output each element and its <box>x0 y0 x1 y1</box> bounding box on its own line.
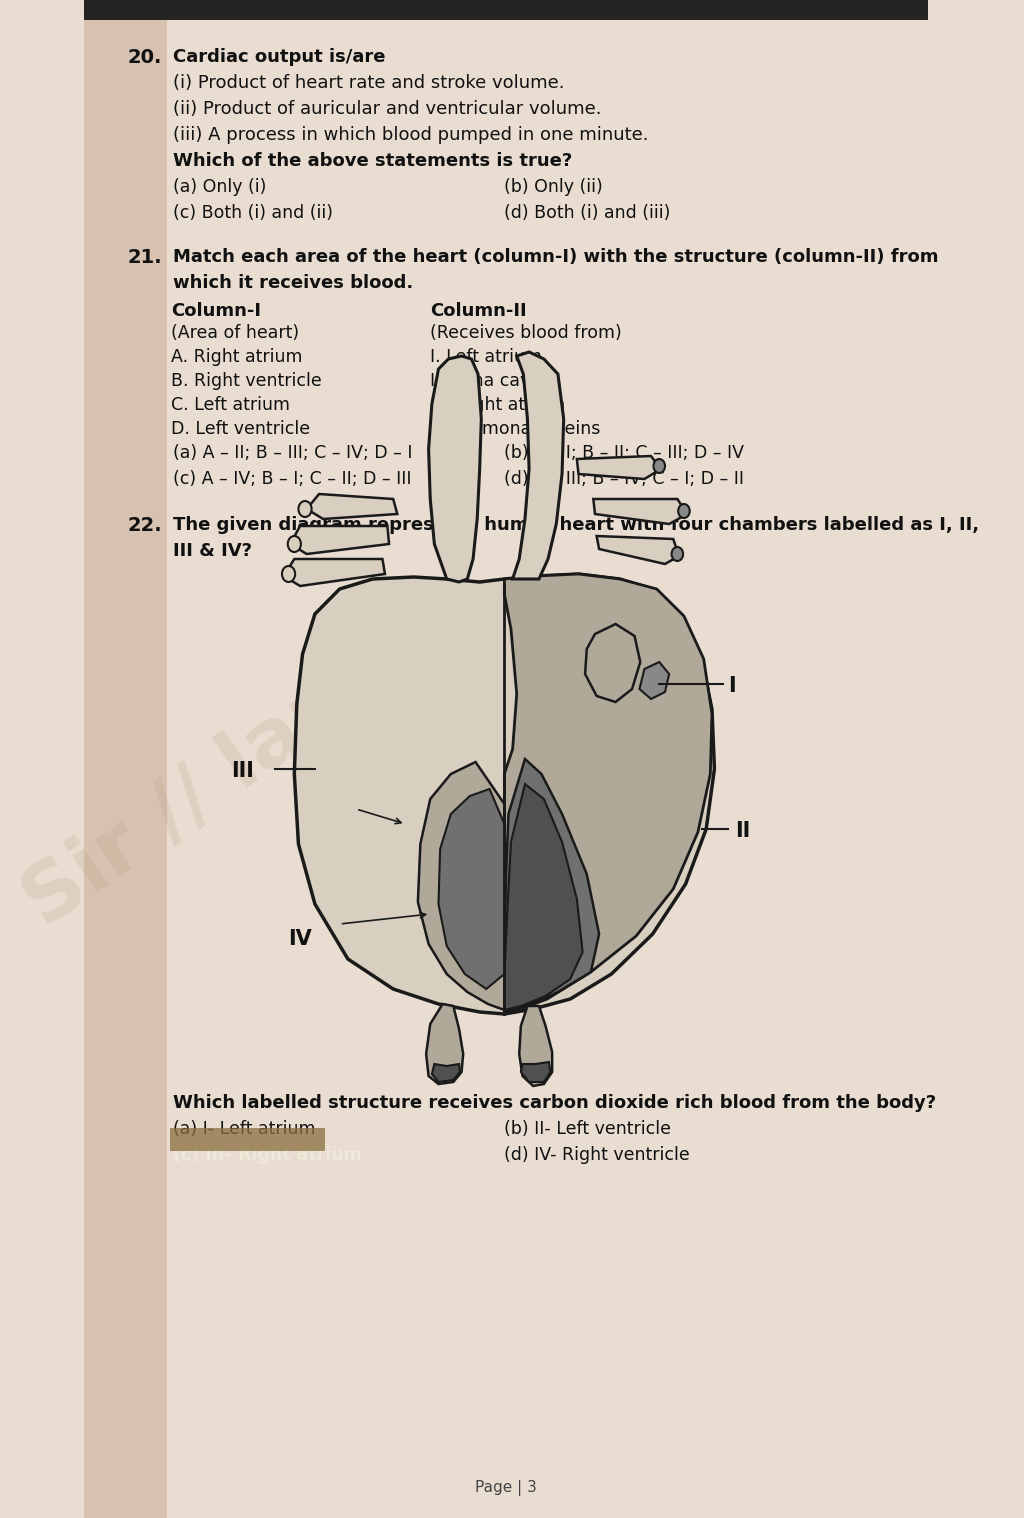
Text: B. Right ventricle: B. Right ventricle <box>171 372 322 390</box>
Polygon shape <box>513 352 563 578</box>
Circle shape <box>282 566 295 581</box>
Polygon shape <box>418 762 505 1009</box>
Polygon shape <box>284 559 385 586</box>
Circle shape <box>678 504 690 518</box>
Polygon shape <box>438 789 505 990</box>
Polygon shape <box>585 624 640 701</box>
Text: (b) A – I; B – II; C – III; D – IV: (b) A – I; B – II; C – III; D – IV <box>505 443 744 461</box>
Polygon shape <box>505 574 712 1014</box>
Text: (a) I- Left atrium: (a) I- Left atrium <box>173 1120 315 1138</box>
Text: IV. Pulmonary veins: IV. Pulmonary veins <box>430 420 601 439</box>
Text: (d) Both (i) and (iii): (d) Both (i) and (iii) <box>505 203 671 222</box>
Text: (c) III- Right atrium: (c) III- Right atrium <box>173 1146 361 1164</box>
Polygon shape <box>521 1063 551 1082</box>
Bar <box>170 1128 325 1151</box>
Text: (Receives blood from): (Receives blood from) <box>430 323 622 342</box>
Text: D. Left ventricle: D. Left ventricle <box>171 420 310 439</box>
Text: The given diagram represents human heart with four chambers labelled as I, II,: The given diagram represents human heart… <box>173 516 979 534</box>
Text: (b) Only (ii): (b) Only (ii) <box>505 178 603 196</box>
Text: III & IV?: III & IV? <box>173 542 252 560</box>
Bar <box>84 0 928 20</box>
Text: I. Left atrium: I. Left atrium <box>430 348 543 366</box>
Polygon shape <box>290 527 389 554</box>
Circle shape <box>672 546 683 562</box>
Text: (a) Only (i): (a) Only (i) <box>173 178 266 196</box>
Polygon shape <box>505 783 583 1009</box>
Polygon shape <box>426 1003 463 1084</box>
Text: 21.: 21. <box>127 247 162 267</box>
Text: IV: IV <box>289 929 312 949</box>
Text: Column-I: Column-I <box>171 302 261 320</box>
Polygon shape <box>597 536 679 565</box>
Polygon shape <box>577 455 660 480</box>
Polygon shape <box>294 574 715 1014</box>
Text: A. Right atrium: A. Right atrium <box>171 348 302 366</box>
Text: II: II <box>735 821 751 841</box>
Polygon shape <box>593 499 687 524</box>
Text: (b) II- Left ventricle: (b) II- Left ventricle <box>505 1120 672 1138</box>
Text: Sir // lanhan: Sir // lanhan <box>10 565 504 943</box>
Polygon shape <box>639 662 669 698</box>
Text: (iii) A process in which blood pumped in one minute.: (iii) A process in which blood pumped in… <box>173 126 649 144</box>
Text: (c) Both (i) and (ii): (c) Both (i) and (ii) <box>173 203 333 222</box>
Text: (a) A – II; B – III; C – IV; D – I: (a) A – II; B – III; C – IV; D – I <box>173 443 413 461</box>
Circle shape <box>288 536 301 553</box>
Polygon shape <box>432 1064 460 1082</box>
Polygon shape <box>429 357 481 581</box>
Text: (c) A – IV; B – I; C – II; D – III: (c) A – IV; B – I; C – II; D – III <box>173 471 412 487</box>
Text: III: III <box>230 761 254 780</box>
Text: which it receives blood.: which it receives blood. <box>173 275 414 291</box>
Text: II. Vena cavae: II. Vena cavae <box>430 372 552 390</box>
Polygon shape <box>505 759 599 1013</box>
Polygon shape <box>306 493 397 519</box>
Text: Page | 3: Page | 3 <box>475 1480 537 1497</box>
Text: Which of the above statements is true?: Which of the above statements is true? <box>173 152 572 170</box>
Polygon shape <box>519 1006 552 1085</box>
Text: Column-II: Column-II <box>430 302 527 320</box>
Circle shape <box>653 458 665 474</box>
Text: (ii) Product of auricular and ventricular volume.: (ii) Product of auricular and ventricula… <box>173 100 602 118</box>
Text: C. Left atrium: C. Left atrium <box>171 396 290 414</box>
Text: (Area of heart): (Area of heart) <box>171 323 299 342</box>
Text: I: I <box>728 676 736 695</box>
Text: III. Right atrium: III. Right atrium <box>430 396 565 414</box>
Text: (i) Product of heart rate and stroke volume.: (i) Product of heart rate and stroke vol… <box>173 74 564 93</box>
Bar <box>84 0 167 1518</box>
Text: Which labelled structure receives carbon dioxide rich blood from the body?: Which labelled structure receives carbon… <box>173 1094 936 1113</box>
Text: 22.: 22. <box>127 516 162 534</box>
Circle shape <box>298 501 311 518</box>
Text: (d) A – III; B – IV; C – I; D – II: (d) A – III; B – IV; C – I; D – II <box>505 471 744 487</box>
Text: Cardiac output is/are: Cardiac output is/are <box>173 49 386 65</box>
Text: (d) IV- Right ventricle: (d) IV- Right ventricle <box>505 1146 690 1164</box>
Text: Match each area of the heart (column-I) with the structure (column-II) from: Match each area of the heart (column-I) … <box>173 247 939 266</box>
Text: 20.: 20. <box>127 49 162 67</box>
